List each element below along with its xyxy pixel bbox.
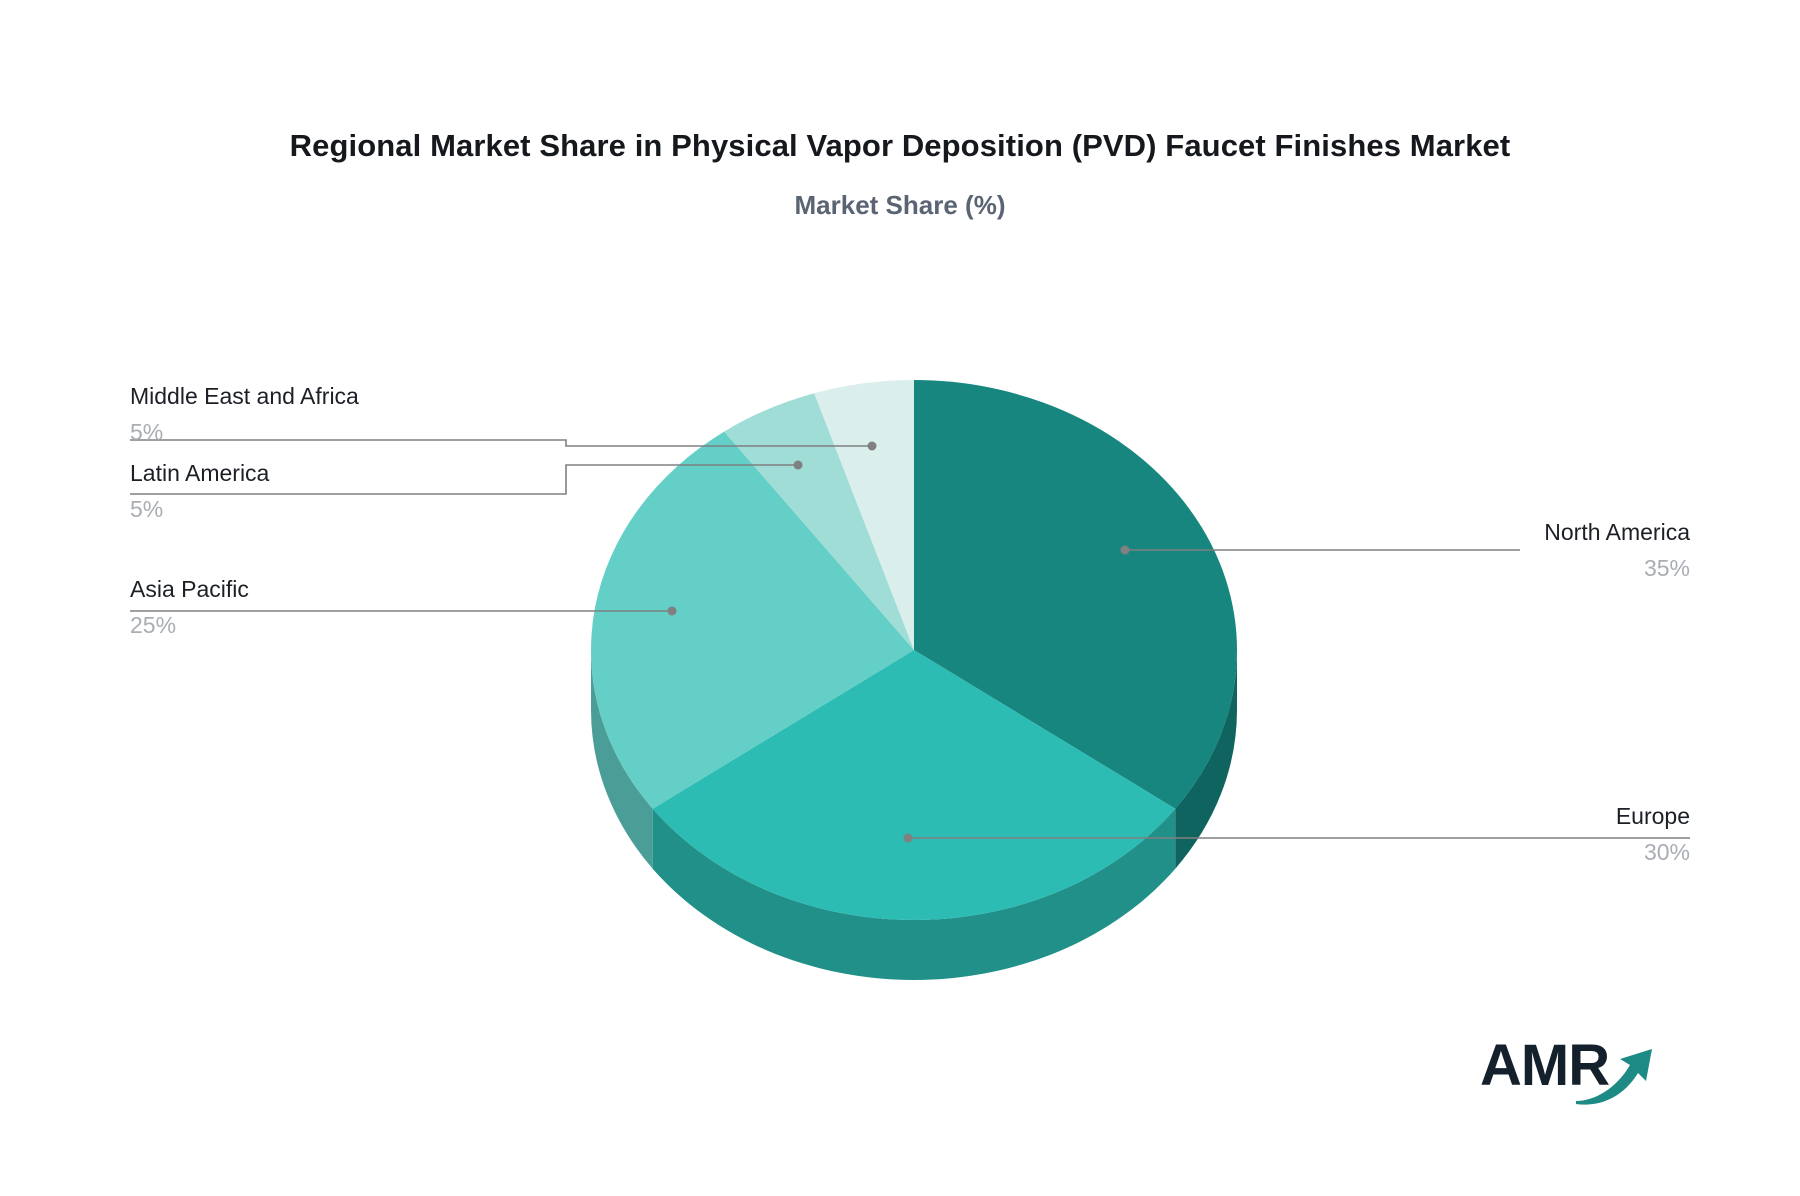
amr-logo-text: AMR bbox=[1480, 1033, 1610, 1098]
leader-dot-latin-america bbox=[793, 460, 803, 470]
callout-label-europe: Europe bbox=[1615, 803, 1690, 829]
pie-slice-middle-east-and-africa bbox=[814, 380, 914, 650]
callout-label-asia-pacific: Asia Pacific bbox=[130, 576, 249, 602]
callout-label-middle-east-and-africa: Middle East and Africa bbox=[130, 383, 359, 409]
amr-logo: AMR bbox=[1480, 1035, 1660, 1105]
callout-north-america[interactable]: North America 35% bbox=[1544, 517, 1690, 583]
chart-subtitle: Market Share (%) bbox=[794, 190, 1006, 220]
callout-middle-east-and-africa[interactable]: Middle East and Africa 5% bbox=[130, 381, 359, 447]
callout-value-europe: 30% bbox=[1643, 839, 1690, 865]
leader-lines bbox=[130, 439, 1690, 843]
pie-depth-north-america bbox=[1175, 650, 1237, 869]
callout-value-north-america: 35% bbox=[1643, 555, 1690, 581]
pie-depth-asia-pacific bbox=[591, 650, 653, 869]
callout-value-middle-east-and-africa: 5% bbox=[130, 419, 164, 445]
callout-asia-pacific[interactable]: Asia Pacific 25% bbox=[130, 574, 249, 640]
pie-depth-wall bbox=[591, 650, 1237, 980]
pie-slice-north-america bbox=[914, 380, 1238, 809]
leader-dot-north-america bbox=[1120, 545, 1130, 555]
pie-slice-asia-pacific bbox=[591, 431, 914, 809]
leader-dot-asia-pacific bbox=[667, 606, 677, 616]
callout-europe[interactable]: Europe 30% bbox=[1616, 801, 1690, 867]
pie-slice-latin-america bbox=[724, 393, 914, 650]
pie-depth-europe bbox=[652, 808, 1176, 980]
chart-title: Regional Market Share in Physical Vapor … bbox=[289, 128, 1511, 163]
leader-dot-middle-east-and-africa bbox=[867, 441, 877, 451]
pie-top-face bbox=[591, 380, 1238, 920]
callout-latin-america[interactable]: Latin America 5% bbox=[130, 458, 269, 524]
callout-value-latin-america: 5% bbox=[130, 496, 164, 522]
pie-slice-europe bbox=[652, 650, 1176, 920]
callout-label-north-america: North America bbox=[1544, 519, 1690, 545]
growth-arrow-icon bbox=[1576, 1049, 1652, 1105]
callout-value-asia-pacific: 25% bbox=[130, 612, 177, 638]
callout-label-latin-america: Latin America bbox=[130, 460, 270, 486]
leader-dot-europe bbox=[903, 833, 913, 843]
